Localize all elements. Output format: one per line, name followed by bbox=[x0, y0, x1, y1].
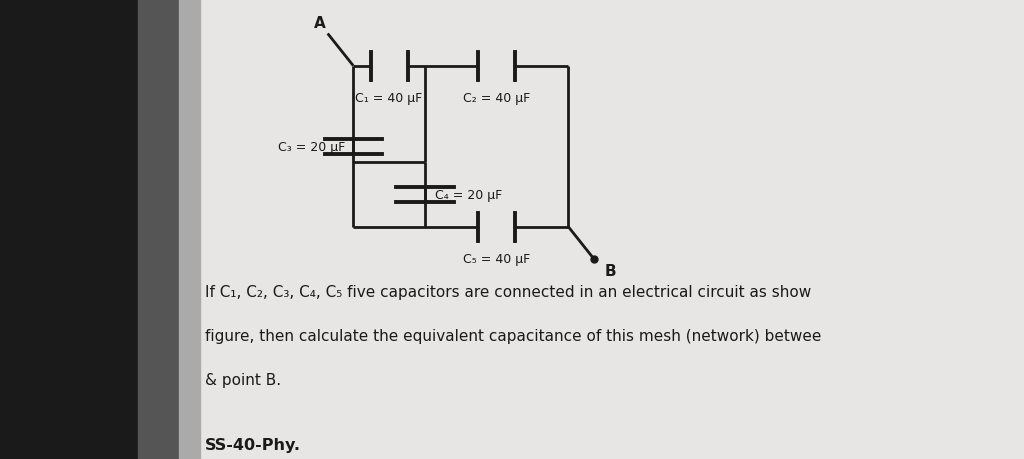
Text: C₂ = 40 μF: C₂ = 40 μF bbox=[463, 92, 530, 105]
Text: B: B bbox=[604, 263, 615, 278]
Text: C₅ = 40 μF: C₅ = 40 μF bbox=[463, 252, 530, 265]
Text: If C₁, C₂, C₃, C₄, C₅ five capacitors are connected in an electrical circuit as : If C₁, C₂, C₃, C₄, C₅ five capacitors ar… bbox=[205, 285, 811, 300]
Text: & point B.: & point B. bbox=[205, 372, 281, 387]
Text: C₃ = 20 μF: C₃ = 20 μF bbox=[278, 140, 345, 153]
Text: C₁ = 40 μF: C₁ = 40 μF bbox=[355, 92, 423, 105]
Bar bbox=[179, 0, 200, 459]
Text: figure, then calculate the equivalent capacitance of this mesh (network) betwee: figure, then calculate the equivalent ca… bbox=[205, 328, 821, 343]
Text: A: A bbox=[313, 16, 326, 31]
Bar bbox=[138, 0, 179, 459]
Text: SS-40-Phy.: SS-40-Phy. bbox=[205, 437, 301, 452]
Bar bbox=[0, 0, 138, 459]
Text: C₄ = 20 μF: C₄ = 20 μF bbox=[435, 189, 503, 202]
